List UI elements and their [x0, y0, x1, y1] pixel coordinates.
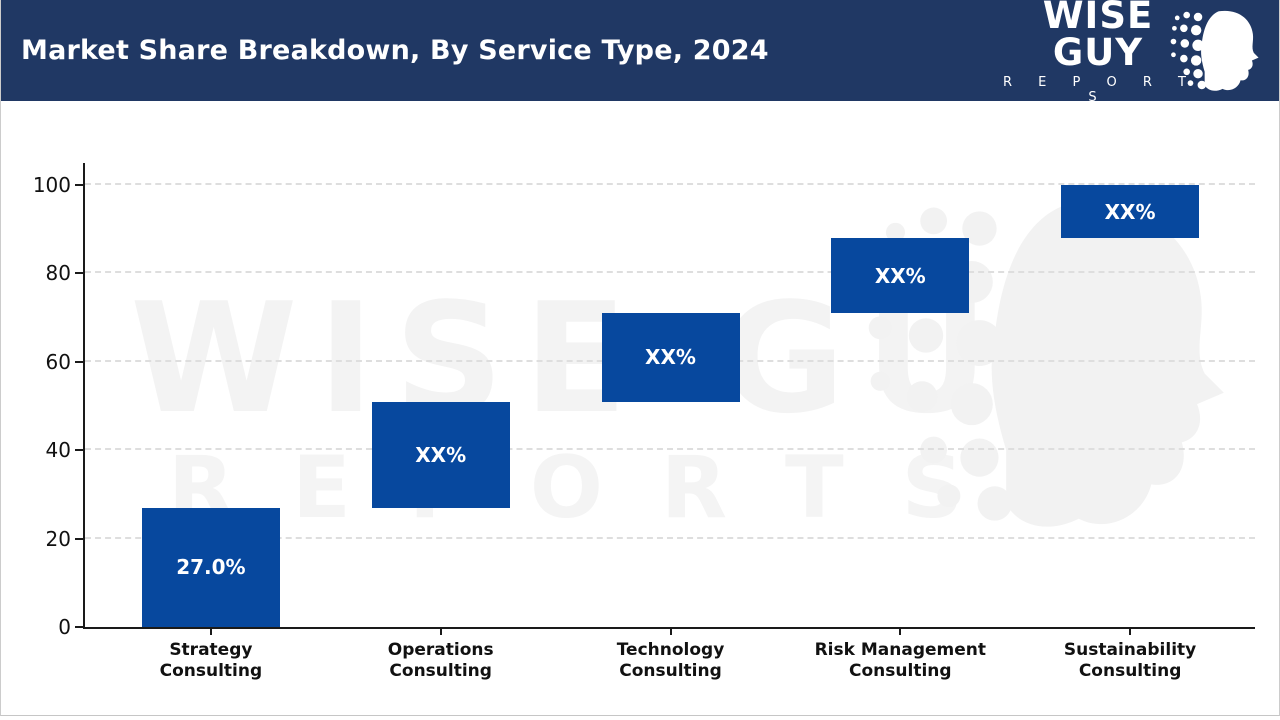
category-label: Strategy Consulting — [159, 640, 263, 682]
category-label: Operations Consulting — [387, 640, 494, 682]
y-tick-label: 60 — [45, 349, 71, 374]
x-tick-mark — [439, 627, 442, 635]
y-tick-label: 0 — [58, 615, 71, 639]
y-tick-label: 80 — [45, 261, 71, 286]
y-tick-mark — [75, 537, 83, 540]
bar-value-label: XX% — [645, 345, 696, 370]
logo-name: WISE GUY — [1042, 0, 1154, 74]
bar-value-label: 27.0% — [176, 555, 246, 580]
x-tick-mark — [899, 627, 902, 635]
y-tick-label: 20 — [45, 526, 71, 551]
category-label: Technology Consulting — [616, 640, 725, 682]
y-axis-line — [83, 163, 85, 627]
bar-value-label: XX% — [874, 263, 926, 288]
waterfall-bar-1: 27.0% — [141, 507, 280, 627]
category-label: Risk Management Consulting — [814, 640, 986, 682]
dotted-face-icon — [1170, 10, 1259, 91]
watermark-face-icon — [868, 203, 1224, 527]
y-tick-mark — [75, 626, 83, 628]
x-axis-line — [83, 627, 1255, 629]
gridline-y-100 — [85, 183, 1255, 186]
logo-text: WISE GUY R E P O R T S — [998, 0, 1198, 105]
bar-value-label: XX% — [415, 442, 467, 467]
waterfall-bar-2: XX% — [371, 401, 510, 508]
waterfall-bar-4: XX% — [831, 238, 970, 314]
y-tick-mark — [75, 184, 83, 187]
gridline-y-40 — [85, 448, 1255, 451]
header-band: Market Share Breakdown, By Service Type,… — [0, 0, 1280, 105]
y-tick-mark — [75, 360, 83, 363]
y-tick-mark — [75, 449, 83, 452]
y-tick-mark — [75, 272, 83, 275]
x-tick-mark — [1129, 627, 1132, 635]
gridline-y-20 — [85, 536, 1255, 539]
waterfall-bar-5: XX% — [1061, 185, 1200, 239]
plot-area: 0 20 40 60 80 100 27.0% Strategy Consulting XX% O… — [33, 163, 1255, 681]
bar-value-label: XX% — [1104, 199, 1156, 224]
logo-subtitle: R E P O R T S — [1003, 75, 1197, 105]
y-tick-label: 100 — [32, 173, 71, 198]
wise-guy-reports-logo: WISE GUY R E P O R T S — [998, 0, 1268, 105]
gridline-y-80 — [85, 271, 1255, 274]
x-tick-mark — [209, 627, 212, 635]
category-label: Sustainability Consulting — [1063, 640, 1197, 682]
waterfall-bar-3: XX% — [601, 313, 740, 402]
chart-title: Market Share Breakdown, By Service Type,… — [21, 35, 769, 66]
y-tick-label: 40 — [45, 438, 71, 463]
x-tick-mark — [669, 627, 672, 635]
